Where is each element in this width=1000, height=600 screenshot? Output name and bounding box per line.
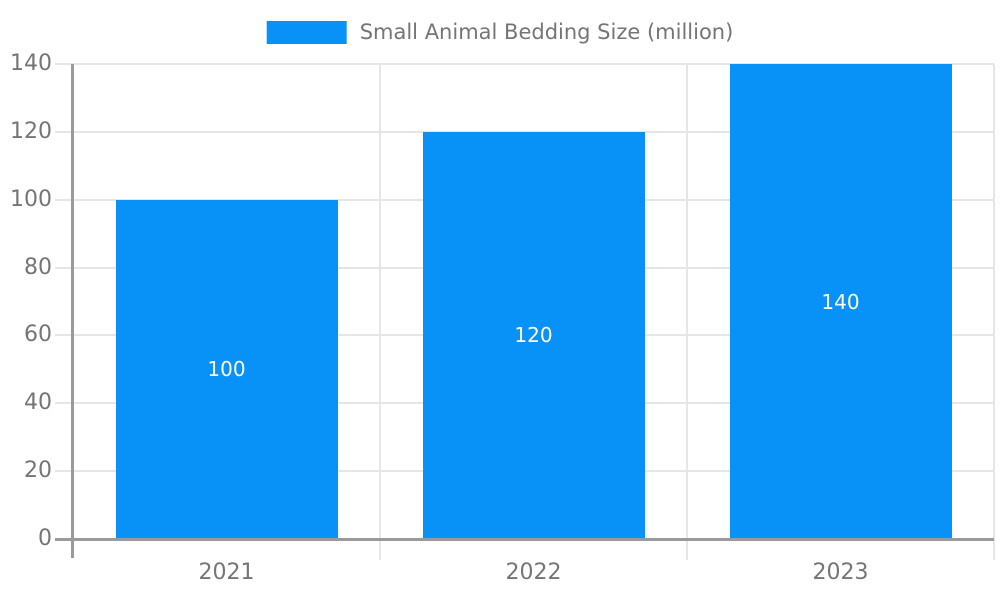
gridline-vertical xyxy=(379,64,381,560)
legend-label: Small Animal Bedding Size (million) xyxy=(359,20,734,44)
y-axis-label: 140 xyxy=(10,51,52,76)
y-axis-line xyxy=(71,64,74,558)
y-axis-label: 60 xyxy=(24,322,52,348)
x-axis-label: 2021 xyxy=(198,560,255,585)
bar-value-label: 120 xyxy=(514,323,553,348)
legend-item[interactable]: Small Animal Bedding Size (million) xyxy=(266,18,734,46)
bar-2022[interactable] xyxy=(422,131,645,539)
y-axis-label: 100 xyxy=(10,186,52,212)
x-axis-label: 2022 xyxy=(505,560,562,585)
y-axis-label: 20 xyxy=(24,458,52,484)
gridline-horizontal xyxy=(55,63,994,65)
bar-value-label: 140 xyxy=(821,289,860,314)
legend-swatch xyxy=(266,20,347,44)
y-axis-label: 120 xyxy=(10,118,52,144)
x-axis-line xyxy=(55,538,994,541)
bar-2021[interactable] xyxy=(115,199,338,539)
y-axis-label: 40 xyxy=(24,390,52,416)
y-axis-label: 80 xyxy=(24,254,52,280)
bar-value-label: 100 xyxy=(207,357,246,382)
gridline-vertical xyxy=(686,64,688,560)
gridline-vertical xyxy=(993,64,995,560)
bar-2023[interactable] xyxy=(729,64,952,539)
y-axis-label: 0 xyxy=(38,526,52,551)
x-axis-label: 2023 xyxy=(812,560,869,585)
